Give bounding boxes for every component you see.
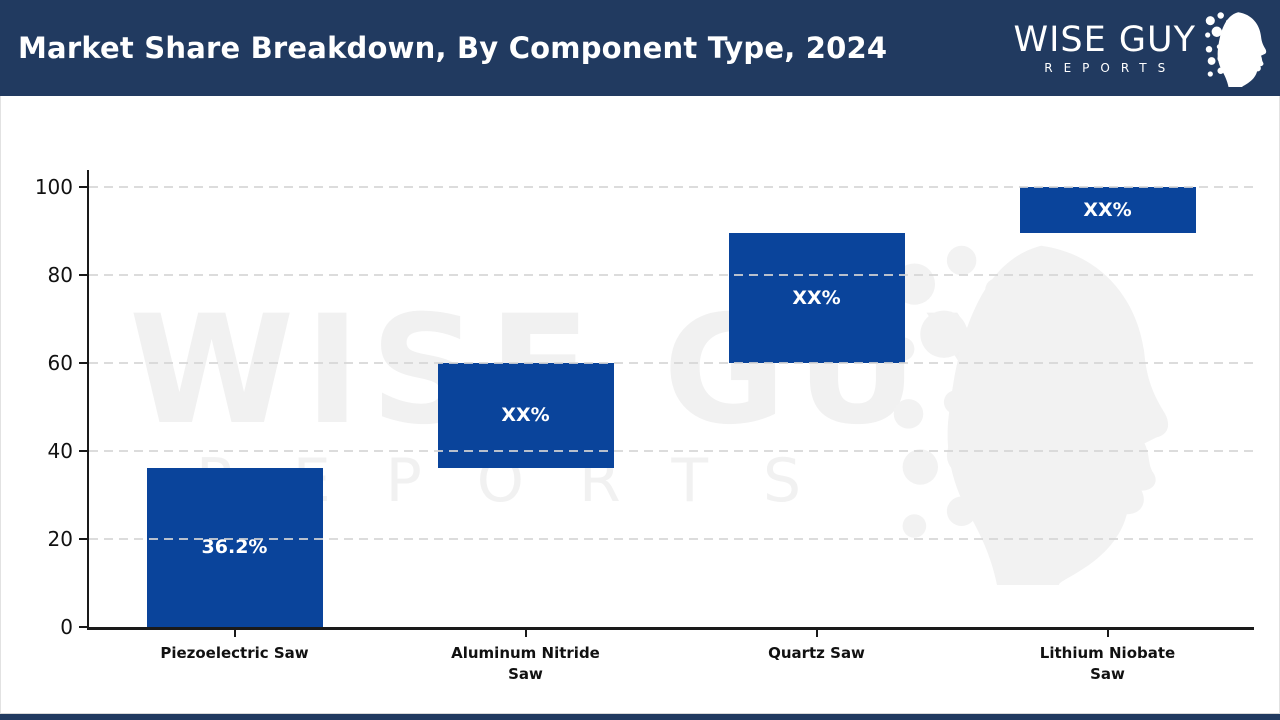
y-tick-mark	[79, 186, 87, 188]
header-bar: Market Share Breakdown, By Component Typ…	[0, 0, 1280, 96]
x-tick-mark	[524, 630, 527, 637]
face-profile-dots-icon	[1205, 12, 1267, 87]
bar-segment: 36.2%	[146, 467, 323, 627]
gridline	[89, 186, 1253, 188]
brand-name: WISE GUY	[1013, 19, 1196, 60]
bar-value-label: XX%	[1083, 199, 1132, 222]
bar-segment: XX%	[728, 233, 905, 363]
brand-logo: WISE GUY REPORTS	[1013, 6, 1268, 90]
y-tick-mark	[79, 274, 87, 276]
chart-canvas: WISE GUY REPORTS 36.2% XX% XX% XX% 0 20 40 60 8…	[0, 96, 1280, 714]
brand-logo-text: WISE GUY REPORTS	[1013, 21, 1196, 76]
x-tick-mark	[1106, 630, 1109, 637]
y-tick-label: 0	[60, 615, 73, 639]
gridline	[89, 538, 1253, 540]
y-tick-label: 60	[47, 351, 73, 375]
bar-value-label: XX%	[501, 404, 550, 427]
page-title: Market Share Breakdown, By Component Typ…	[18, 31, 888, 65]
x-tick-mark	[815, 630, 818, 637]
x-category-label: Quartz Saw	[768, 644, 865, 662]
bar-segment: XX%	[437, 363, 614, 468]
gridline	[89, 274, 1253, 276]
y-tick-label: 20	[47, 527, 73, 551]
y-tick-label: 40	[47, 439, 73, 463]
x-category-label: Aluminum Nitride Saw	[451, 644, 600, 683]
bar-value-label: 36.2%	[201, 536, 268, 559]
gridline	[89, 362, 1253, 364]
y-tick-mark	[79, 626, 87, 628]
footer-bar	[0, 714, 1280, 720]
y-tick-label: 100	[34, 175, 73, 199]
y-tick-mark	[79, 538, 87, 540]
plot-area: 36.2% XX% XX% XX%	[89, 186, 1253, 627]
bar-segment: XX%	[1019, 187, 1196, 234]
bar-value-label: XX%	[792, 287, 841, 310]
x-tick-mark	[233, 630, 236, 637]
x-category-label: Piezoelectric Saw	[160, 644, 309, 662]
brand-subtitle: REPORTS	[1044, 61, 1177, 76]
y-axis-line	[87, 170, 89, 629]
x-category-label: Lithium Niobate Saw	[1039, 644, 1176, 683]
y-tick-label: 80	[47, 263, 73, 287]
x-axis-line	[87, 627, 1254, 630]
gridline	[89, 450, 1253, 452]
y-tick-mark	[79, 362, 87, 364]
y-tick-mark	[79, 450, 87, 452]
